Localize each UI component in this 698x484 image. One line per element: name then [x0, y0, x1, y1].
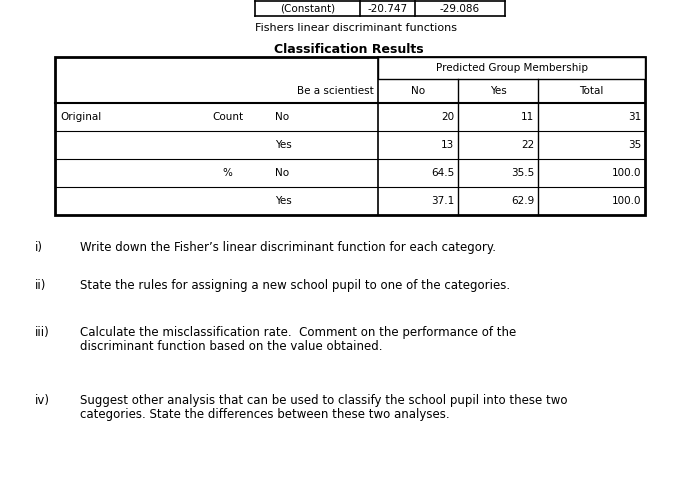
Text: Yes: Yes	[489, 86, 506, 96]
Text: discriminant function based on the value obtained.: discriminant function based on the value…	[80, 340, 383, 353]
Text: 100.0: 100.0	[611, 168, 641, 178]
Bar	[55, 57, 645, 215]
Text: 35: 35	[628, 140, 641, 150]
Text: 64.5: 64.5	[431, 168, 454, 178]
Text: 11: 11	[521, 112, 534, 122]
Text: Write down the Fisher’s linear discriminant function for each category.: Write down the Fisher’s linear discrimin…	[80, 241, 496, 254]
Text: ii): ii)	[35, 279, 46, 292]
Text: i): i)	[35, 241, 43, 254]
Text: Calculate the misclassification rate.  Comment on the performance of the: Calculate the misclassification rate. Co…	[80, 326, 517, 339]
Text: 31: 31	[628, 112, 641, 122]
Bar	[378, 57, 645, 79]
Text: No: No	[411, 86, 425, 96]
Text: 37.1: 37.1	[431, 196, 454, 206]
Text: Yes: Yes	[275, 196, 292, 206]
Text: 13: 13	[440, 140, 454, 150]
Text: Suggest other analysis that can be used to classify the school pupil into these : Suggest other analysis that can be used …	[80, 394, 567, 407]
Text: iv): iv)	[35, 394, 50, 407]
Text: 62.9: 62.9	[511, 196, 534, 206]
Text: (Constant): (Constant)	[280, 3, 335, 14]
Text: categories. State the differences between these two analyses.: categories. State the differences betwee…	[80, 408, 450, 421]
Text: 22: 22	[521, 140, 534, 150]
Text: Total: Total	[579, 86, 604, 96]
Text: 35.5: 35.5	[511, 168, 534, 178]
Text: -20.747: -20.747	[367, 3, 408, 14]
Text: Count: Count	[212, 112, 243, 122]
Text: %: %	[223, 168, 232, 178]
Text: Original: Original	[60, 112, 101, 122]
Text: Be a scientiest: Be a scientiest	[297, 86, 374, 96]
Text: State the rules for assigning a new school pupil to one of the categories.: State the rules for assigning a new scho…	[80, 279, 510, 292]
Text: No: No	[275, 112, 289, 122]
Text: 100.0: 100.0	[611, 196, 641, 206]
Text: iii): iii)	[35, 326, 50, 339]
Text: Classification Results: Classification Results	[274, 43, 424, 56]
Text: Fishers linear discriminant functions: Fishers linear discriminant functions	[255, 23, 457, 33]
Text: No: No	[275, 168, 289, 178]
Text: -29.086: -29.086	[440, 3, 480, 14]
Text: 20: 20	[441, 112, 454, 122]
Text: Predicted Group Membership: Predicted Group Membership	[436, 63, 588, 73]
Text: Yes: Yes	[275, 140, 292, 150]
